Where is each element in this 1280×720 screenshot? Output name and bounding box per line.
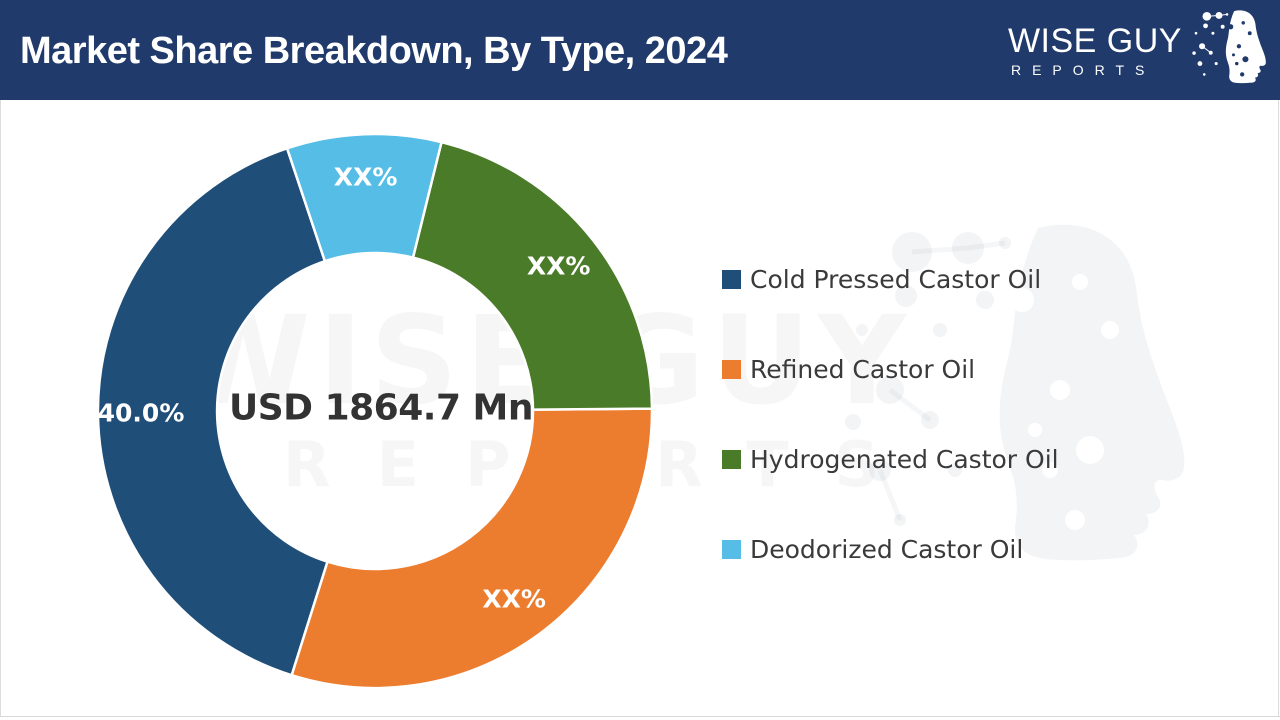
legend-swatch bbox=[722, 360, 741, 379]
center-value-label: USD 1864.7 Mn bbox=[229, 387, 533, 429]
frame-border-left bbox=[0, 100, 1, 717]
legend-item: Hydrogenated Castor Oil bbox=[722, 445, 1059, 474]
donut-slice-cold-pressed-castor-oil bbox=[96, 147, 329, 677]
donut-slice-hydrogenated-castor-oil bbox=[411, 140, 654, 411]
legend-item: Cold Pressed Castor Oil bbox=[722, 265, 1041, 294]
donut-slice-deodorized-castor-oil bbox=[285, 132, 443, 263]
brand-subname: REPORTS bbox=[1010, 62, 1156, 79]
brand-face-icon bbox=[1192, 10, 1266, 84]
legend-swatch bbox=[722, 270, 741, 289]
frame-border-bottom bbox=[0, 716, 1280, 717]
frame-border-right bbox=[1278, 100, 1279, 717]
legend-label: Deodorized Castor Oil bbox=[750, 535, 1024, 564]
header-bar: Market Share Breakdown, By Type, 2024 WI… bbox=[0, 0, 1280, 100]
watermark-face-profile bbox=[845, 224, 1185, 561]
legend-label: Refined Castor Oil bbox=[750, 355, 976, 384]
slice-pct-label: 40.0% bbox=[97, 398, 185, 428]
legend-swatch bbox=[722, 450, 741, 469]
legend-item: Deodorized Castor Oil bbox=[722, 535, 1023, 564]
legend-label: Hydrogenated Castor Oil bbox=[750, 445, 1059, 474]
page-title: Market Share Breakdown, By Type, 2024 bbox=[20, 30, 728, 73]
slice-pct-label: XX% bbox=[526, 251, 591, 281]
legend-label: Cold Pressed Castor Oil bbox=[750, 265, 1042, 294]
legend-item: Refined Castor Oil bbox=[722, 355, 975, 384]
legend-swatch bbox=[722, 540, 741, 559]
brand-name: WISE GUY bbox=[1007, 21, 1182, 60]
brand-logo: WISE GUY REPORTS bbox=[1008, 8, 1266, 94]
slice-pct-label: XX% bbox=[333, 162, 398, 192]
slice-pct-label: XX% bbox=[482, 584, 546, 614]
donut-slice-refined-castor-oil bbox=[290, 407, 654, 690]
